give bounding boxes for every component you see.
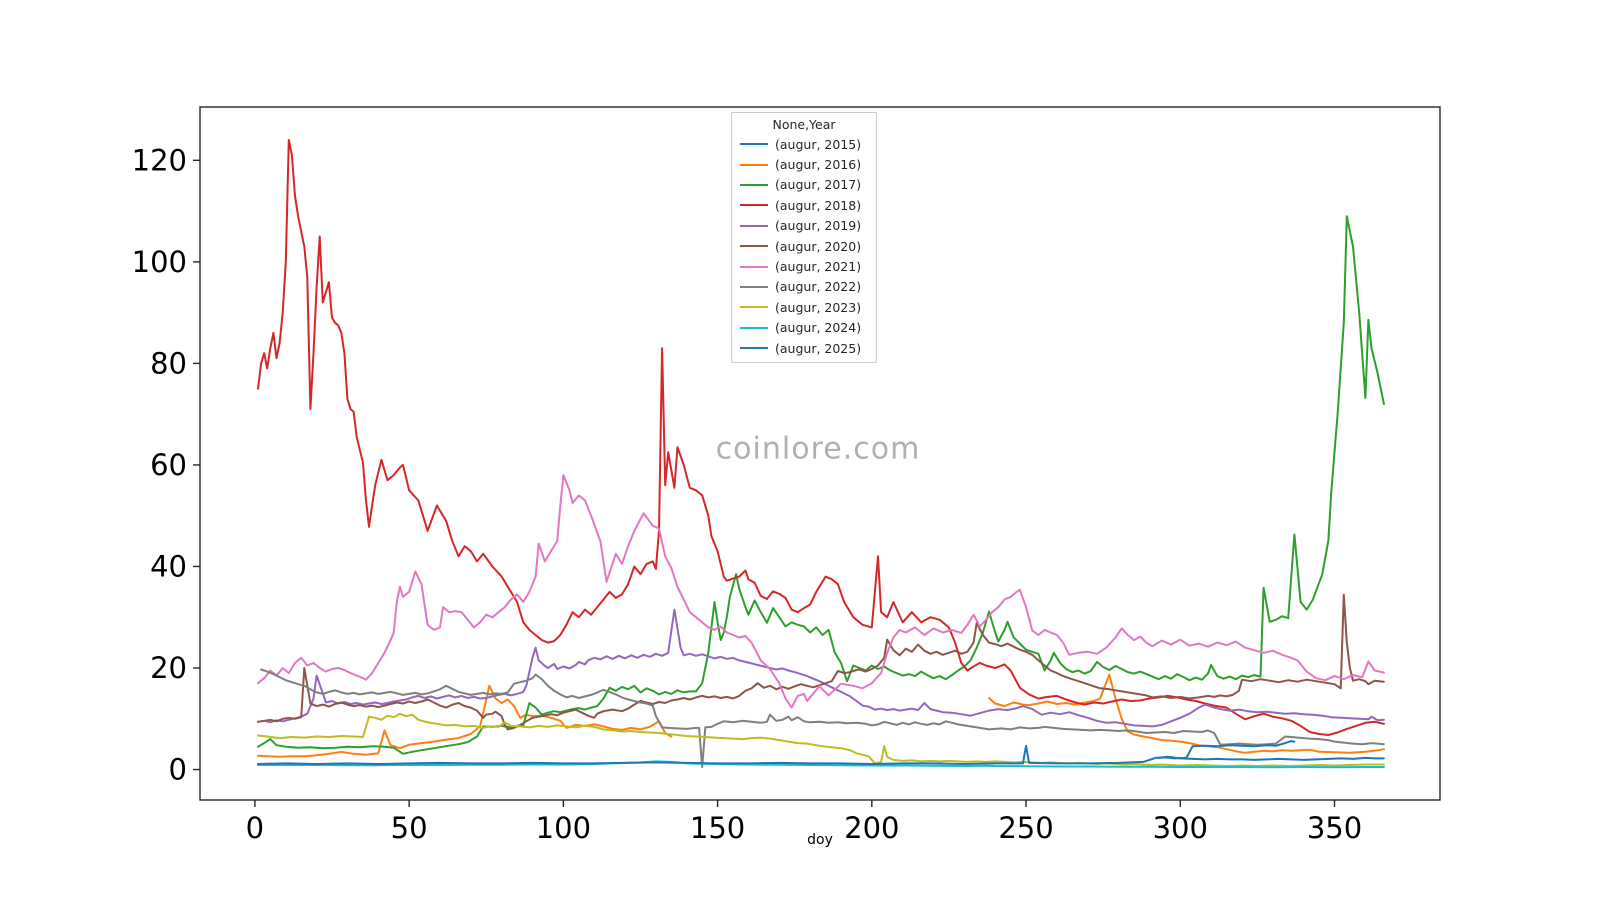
legend-item-label: (augur, 2019) <box>775 218 862 234</box>
legend-item: (augur, 2019) <box>738 216 870 236</box>
series-line-2017 <box>257 215 1385 755</box>
legend-item-label: (augur, 2017) <box>775 177 862 193</box>
x-axis-label: doy <box>807 832 833 848</box>
plot-border <box>199 106 1441 801</box>
series-line-2016 <box>257 684 673 758</box>
series-line-2020 <box>257 593 1385 731</box>
y-tick-label: 0 <box>169 753 187 787</box>
x-tick-label: 0 <box>246 811 264 845</box>
x-tick-label: 150 <box>690 811 745 845</box>
series-line-2024 <box>257 760 1385 769</box>
legend-line-swatch-icon <box>740 245 768 248</box>
legend-line-swatch-icon <box>740 163 768 166</box>
legend: None,Year (augur, 2015) (augur, 2016) (a… <box>731 112 877 364</box>
legend-item-label: (augur, 2018) <box>775 197 862 213</box>
legend-item-label: (augur, 2022) <box>775 279 862 295</box>
series-line-2015 <box>1157 755 1385 761</box>
x-tick-label: 50 <box>391 811 428 845</box>
legend-item: (augur, 2025) <box>738 338 870 358</box>
legend-item: (augur, 2021) <box>738 256 870 276</box>
series-line-2025 <box>257 740 1296 765</box>
legend-item: (augur, 2015) <box>738 134 870 154</box>
legend-item: (augur, 2023) <box>738 297 870 317</box>
legend-item: (augur, 2020) <box>738 236 870 256</box>
legend-item-label: (augur, 2016) <box>775 157 862 173</box>
x-tick-label: 200 <box>844 811 899 845</box>
legend-title: None,Year <box>772 117 836 132</box>
legend-item-label: (augur, 2021) <box>775 259 862 275</box>
legend-items: (augur, 2015) (augur, 2016) (augur, 2017… <box>738 134 870 358</box>
legend-line-swatch-icon <box>740 326 768 329</box>
legend-item-label: (augur, 2023) <box>775 299 862 315</box>
y-tick-label: 120 <box>132 143 187 177</box>
x-tick-label: 350 <box>1307 811 1362 845</box>
legend-item: (augur, 2022) <box>738 277 870 297</box>
series-line-2019 <box>257 608 1385 728</box>
legend-item-label: (augur, 2024) <box>775 320 862 336</box>
series-line-2023 <box>257 712 1385 767</box>
series-line-2016 <box>988 673 1385 754</box>
legend-item: (augur, 2018) <box>738 195 870 215</box>
legend-item-label: (augur, 2015) <box>775 136 862 152</box>
legend-item: (augur, 2024) <box>738 318 870 338</box>
y-tick-label: 20 <box>150 651 187 685</box>
legend-item: (augur, 2016) <box>738 154 870 174</box>
y-tick-label: 80 <box>150 346 187 380</box>
y-tick-label: 40 <box>150 549 187 583</box>
legend-item-label: (augur, 2025) <box>775 340 862 356</box>
legend-line-swatch-icon <box>740 347 768 350</box>
legend-line-swatch-icon <box>740 204 768 207</box>
y-tick-label: 100 <box>132 245 187 279</box>
legend-line-swatch-icon <box>740 306 768 309</box>
series-line-2021 <box>257 474 1385 709</box>
legend-item-label: (augur, 2020) <box>775 238 862 254</box>
x-tick-label: 300 <box>1153 811 1208 845</box>
legend-item: (augur, 2017) <box>738 175 870 195</box>
series-line-2022 <box>260 668 1385 768</box>
y-tick-label: 60 <box>150 448 187 482</box>
watermark-text: coinlore.com <box>715 431 921 467</box>
series-line-2018 <box>257 139 1385 736</box>
x-tick-label: 250 <box>998 811 1053 845</box>
x-tick-label: 100 <box>536 811 591 845</box>
legend-line-swatch-icon <box>740 143 768 146</box>
legend-line-swatch-icon <box>740 265 768 268</box>
legend-line-swatch-icon <box>740 285 768 288</box>
legend-line-swatch-icon <box>740 183 768 186</box>
legend-line-swatch-icon <box>740 224 768 227</box>
